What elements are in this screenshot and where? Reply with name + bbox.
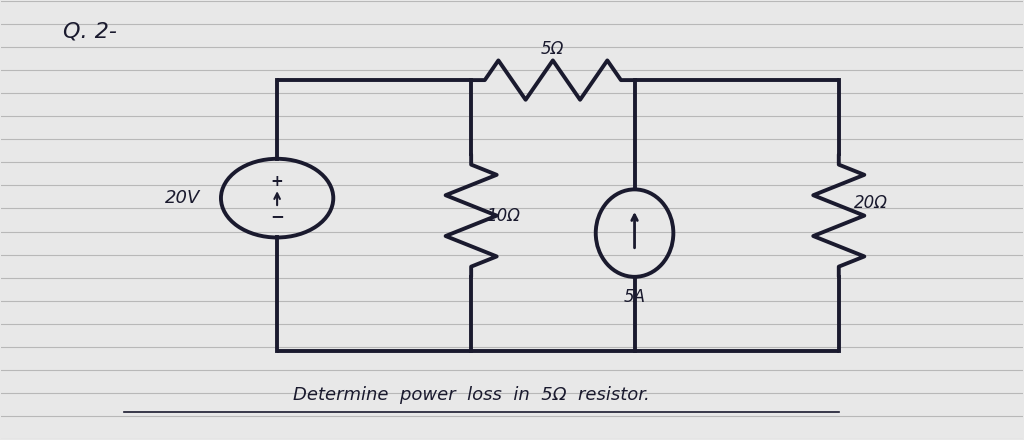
Text: 5Ω: 5Ω	[541, 40, 564, 58]
Text: −: −	[270, 207, 284, 225]
Text: 20Ω: 20Ω	[854, 194, 888, 212]
Text: 20V: 20V	[165, 189, 201, 207]
Text: Determine  power  loss  in  5Ω  resistor.: Determine power loss in 5Ω resistor.	[293, 386, 649, 404]
Text: Q. 2-: Q. 2-	[62, 22, 117, 42]
Text: 5A: 5A	[624, 288, 645, 306]
Text: 10Ω: 10Ω	[486, 207, 520, 225]
Text: +: +	[270, 174, 284, 189]
